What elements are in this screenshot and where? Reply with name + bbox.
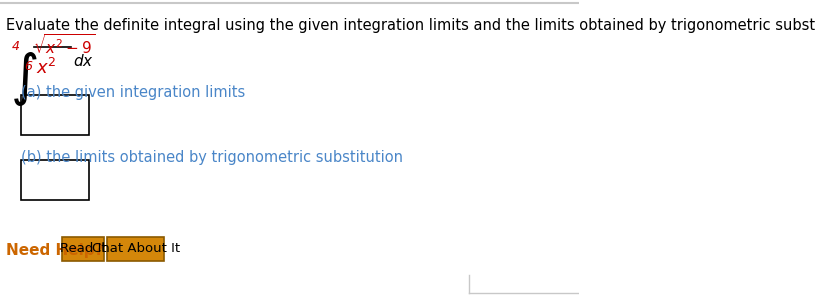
Text: Evaluate the definite integral using the given integration limits and the limits: Evaluate the definite integral using the… bbox=[6, 18, 815, 33]
Text: 6: 6 bbox=[24, 60, 32, 73]
Text: Read It: Read It bbox=[59, 242, 107, 256]
Text: (a) the given integration limits: (a) the given integration limits bbox=[21, 85, 245, 100]
Text: (b) the limits obtained by trigonometric substitution: (b) the limits obtained by trigonometric… bbox=[21, 150, 403, 165]
FancyBboxPatch shape bbox=[108, 237, 164, 261]
Text: $\sqrt{x^2-9}$: $\sqrt{x^2-9}$ bbox=[33, 33, 95, 57]
Text: $x^2$: $x^2$ bbox=[36, 58, 56, 78]
Text: Need Help?: Need Help? bbox=[6, 243, 104, 258]
FancyBboxPatch shape bbox=[21, 95, 89, 135]
FancyBboxPatch shape bbox=[21, 160, 89, 200]
Text: 4: 4 bbox=[11, 40, 20, 53]
Text: Chat About It: Chat About It bbox=[91, 242, 180, 256]
FancyBboxPatch shape bbox=[62, 237, 104, 261]
Text: $\int$: $\int$ bbox=[10, 50, 37, 108]
Text: $dx$: $dx$ bbox=[73, 53, 94, 69]
